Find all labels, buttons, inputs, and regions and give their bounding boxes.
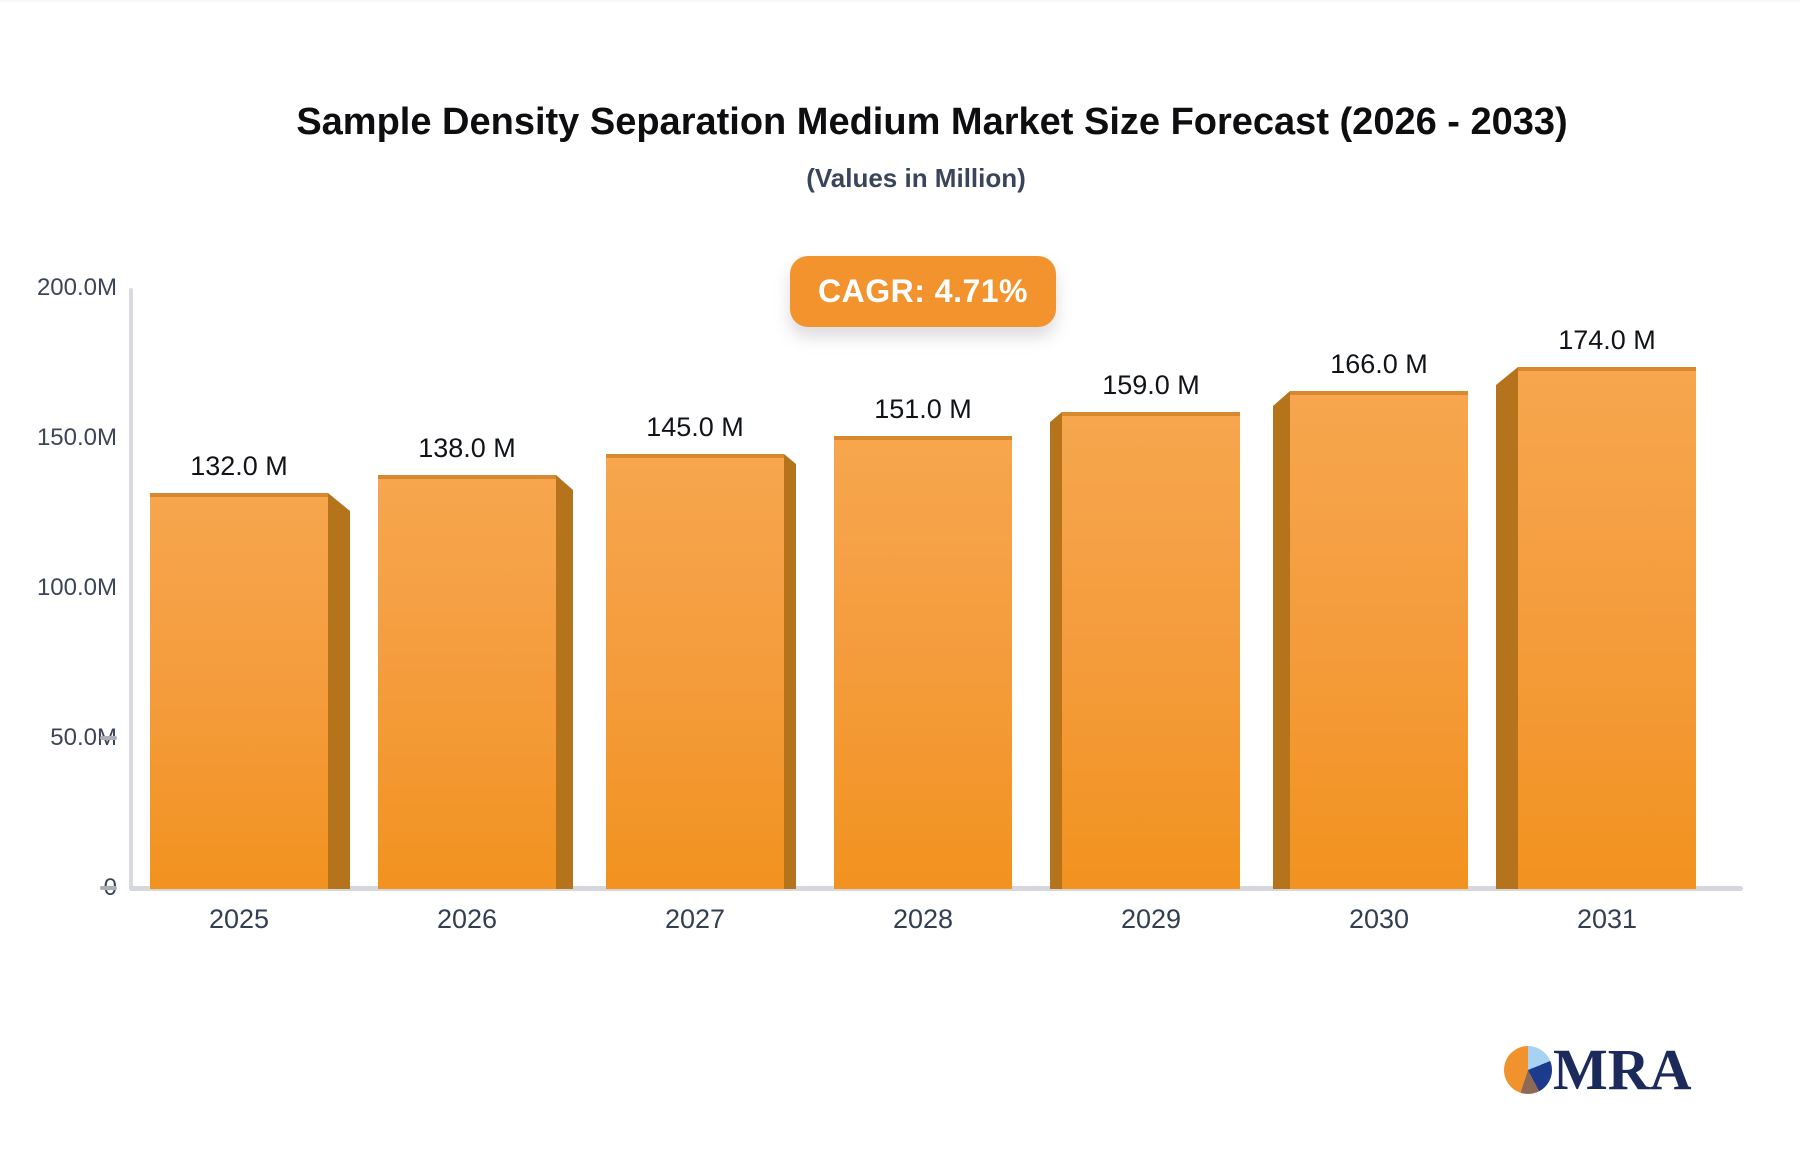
bar-2030-side-face bbox=[1273, 391, 1290, 889]
y-tick-label-200.0M: 200.0M bbox=[36, 274, 117, 301]
bar-2030 bbox=[1290, 391, 1468, 889]
bar-2025 bbox=[150, 493, 328, 889]
y-tick-mark bbox=[100, 886, 117, 890]
y-tick-label-150.0M: 150.0M bbox=[36, 424, 117, 451]
y-tick-label-100.0M: 100.0M bbox=[36, 574, 117, 601]
bar-value-label-2027: 145.0 M bbox=[646, 412, 744, 442]
cagr-badge: CAGR: 4.71% bbox=[790, 256, 1056, 327]
bar-2027 bbox=[606, 454, 784, 889]
bar-value-label-2025: 132.0 M bbox=[190, 451, 288, 481]
bar-2026 bbox=[378, 475, 556, 889]
bar-2025-side-face bbox=[328, 493, 350, 889]
bar-2031-side-face bbox=[1496, 367, 1518, 889]
x-axis-label-2026: 2026 bbox=[436, 904, 498, 934]
page-title: Sample Density Separation Medium Market … bbox=[296, 101, 1568, 143]
x-axis-label-2029: 2029 bbox=[1120, 904, 1182, 934]
x-axis-label-2031: 2031 bbox=[1576, 904, 1638, 934]
x-axis-label-2025: 2025 bbox=[208, 904, 270, 934]
bar-2029-side-face bbox=[1050, 412, 1062, 889]
cagr-badge-label: CAGR: 4.71% bbox=[818, 273, 1028, 309]
bar-value-label-2028: 151.0 M bbox=[874, 394, 972, 424]
bar-2031 bbox=[1518, 367, 1696, 889]
bar-value-label-2030: 166.0 M bbox=[1330, 349, 1428, 379]
bar-2027-side-face bbox=[784, 454, 796, 889]
bar-2026-side-face bbox=[556, 475, 573, 889]
pie-chart-logo-icon bbox=[1504, 1046, 1552, 1094]
x-axis-label-2028: 2028 bbox=[892, 904, 954, 934]
y-tick-mark bbox=[100, 736, 117, 740]
y-axis-line bbox=[129, 288, 133, 890]
bar-2028 bbox=[834, 436, 1012, 889]
bar-value-label-2026: 138.0 M bbox=[418, 433, 516, 463]
bar-value-label-2029: 159.0 M bbox=[1102, 370, 1200, 400]
bar-2029 bbox=[1062, 412, 1240, 889]
brand-logo-text: MRA bbox=[1553, 1037, 1692, 1102]
x-axis-label-2030: 2030 bbox=[1348, 904, 1410, 934]
x-axis-label-2027: 2027 bbox=[664, 904, 726, 934]
brand-logo: MRA bbox=[1504, 1038, 1692, 1102]
bar-value-label-2031: 174.0 M bbox=[1558, 325, 1656, 355]
page-subtitle: (Values in Million) bbox=[806, 163, 1026, 193]
